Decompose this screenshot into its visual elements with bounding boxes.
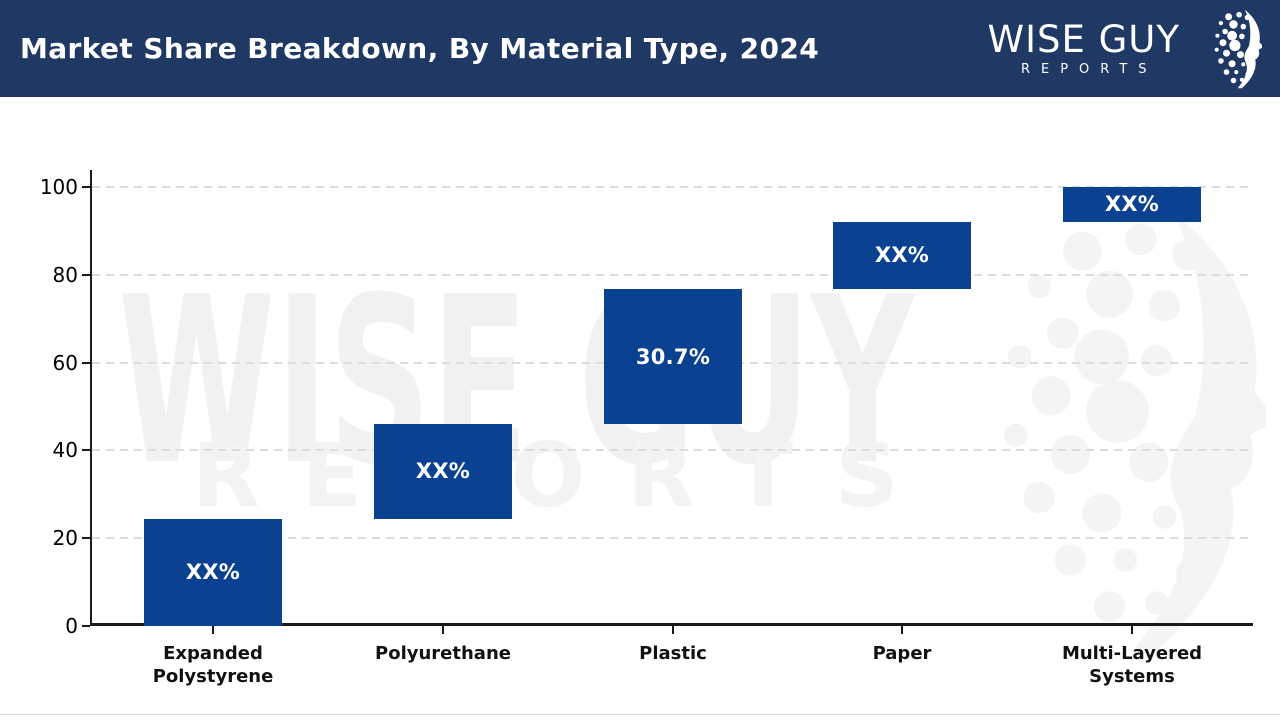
x-tick-1: [212, 626, 214, 634]
bar-paper: XX%: [833, 221, 971, 290]
y-tick-label-80: 80: [52, 262, 78, 287]
y-tick-label-60: 60: [52, 350, 78, 375]
bar-multi-layered-systems: XX%: [1063, 187, 1201, 222]
plot-area: 0 20 40 60 80 100 XX% Expanded Polystyrene XX% Po…: [40, 170, 1253, 687]
y-tick-label-0: 0: [65, 614, 78, 638]
header-bar: Market Share Breakdown, By Material Type…: [0, 0, 1280, 97]
bar-value-label: XX%: [185, 560, 241, 585]
logo-subtitle: REPORTS: [1020, 62, 1158, 77]
y-tick-label-40: 40: [52, 438, 78, 463]
bar-value-label: XX%: [874, 243, 930, 268]
bar-value-label: 30.7%: [635, 344, 711, 369]
x-tick-2: [442, 626, 444, 634]
bar-value-label: XX%: [415, 459, 471, 484]
logo-wordmark: WISE GUY: [987, 18, 1180, 61]
x-tick-3: [672, 626, 674, 634]
x-category-label-5: Multi-Layered Systems: [1061, 643, 1203, 687]
logo-head-icon: [1214, 9, 1262, 88]
y-tick-40: [82, 449, 90, 452]
bottom-divider: [0, 714, 1280, 715]
gridline-80: [92, 273, 1253, 276]
wiseguy-logo: WISE GUY REPORTS: [988, 7, 1262, 91]
y-tick-20: [82, 537, 90, 540]
y-tick-60: [82, 361, 90, 364]
x-category-label-2: Polyurethane: [375, 643, 511, 664]
y-tick-100: [82, 186, 90, 188]
y-tick-0: [82, 625, 90, 627]
gridline-20: [92, 537, 1253, 540]
y-tick-label-20: 20: [52, 526, 78, 551]
x-tick-4: [901, 626, 903, 634]
bar-plastic: 30.7%: [604, 289, 742, 425]
x-category-label-1: Expanded Polystyrene: [152, 643, 274, 687]
bar-value-label: XX%: [1104, 192, 1160, 217]
x-category-label-3: Plastic: [639, 643, 707, 664]
x-category-label-4: Paper: [872, 643, 932, 664]
bar-polyurethane: XX%: [374, 424, 512, 519]
page-title: Market Share Breakdown, By Material Type…: [20, 32, 820, 65]
y-tick-label-100: 100: [39, 175, 78, 199]
gridline-40: [92, 449, 1253, 452]
gridline-100: [92, 186, 1253, 188]
logo-text: WISE GUY REPORTS: [988, 21, 1180, 76]
x-tick-5: [1131, 626, 1133, 634]
bar-expanded-polystyrene: XX%: [144, 518, 282, 626]
y-tick-80: [82, 273, 90, 276]
